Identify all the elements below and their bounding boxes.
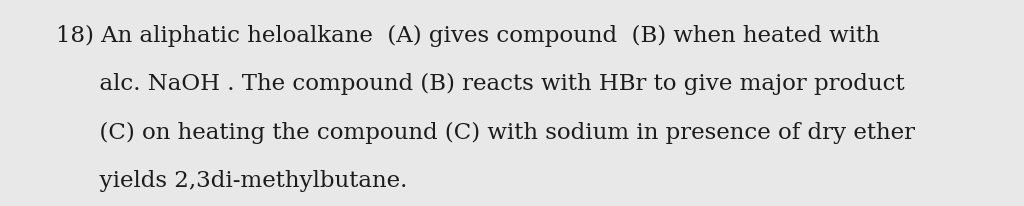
Text: alc. NaOH . The compound (B) reacts with HBr to give major product: alc. NaOH . The compound (B) reacts with… [56,73,905,95]
Text: 18) An aliphatic heloalkane  (A) gives compound  (B) when heated with: 18) An aliphatic heloalkane (A) gives co… [56,25,880,47]
Text: yields 2,3di-methylbutane.: yields 2,3di-methylbutane. [56,170,408,192]
Text: (C) on heating the compound (C) with sodium in presence of dry ether: (C) on heating the compound (C) with sod… [56,122,915,144]
